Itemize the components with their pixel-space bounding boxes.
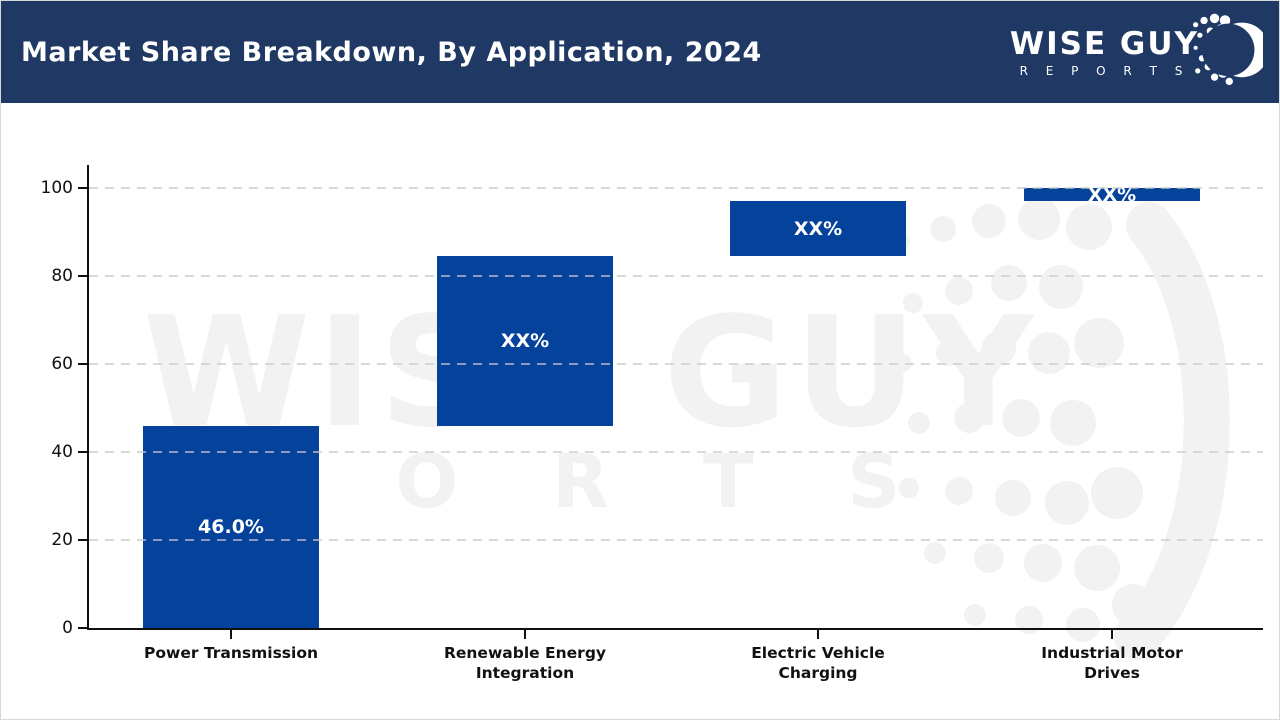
y-tick-label: 40 (51, 442, 73, 462)
gridline (89, 363, 1263, 365)
y-tick-mark (78, 539, 87, 541)
y-axis-line (87, 165, 89, 630)
y-tick-mark (78, 363, 87, 365)
logo-text: WISE GUY R E P O R T S (1010, 26, 1199, 78)
x-category-label: Industrial Motor Drives (1041, 644, 1183, 682)
y-tick-label: 0 (62, 618, 73, 638)
y-tick-mark (78, 187, 87, 189)
logo-subtitle: R E P O R T S (1019, 64, 1190, 78)
y-tick-label: 80 (51, 266, 73, 286)
x-category-label: Electric Vehicle Charging (751, 644, 885, 682)
x-tick-mark (1111, 630, 1113, 639)
gridline (89, 451, 1263, 453)
watermark-dot-face (892, 201, 1230, 660)
y-tick-label: 60 (51, 354, 73, 374)
wise-guy-logo: WISE GUY R E P O R T S (1010, 10, 1279, 94)
header-band: Market Share Breakdown, By Application, … (1, 1, 1279, 103)
x-category-label: Renewable Energy Integration (443, 644, 607, 682)
bar-value-label: XX% (793, 217, 843, 240)
waterfall-bar (143, 425, 319, 628)
y-tick-mark (78, 275, 87, 277)
x-tick-mark (817, 630, 819, 639)
logo-dot-face-icon (1193, 13, 1263, 86)
y-tick-label: 20 (51, 530, 73, 550)
x-category-label: Power Transmission (143, 644, 319, 662)
watermark-text-2: P O R T S (247, 439, 935, 525)
bar-value-label: 46.0% (198, 515, 264, 538)
y-tick-mark (78, 627, 87, 629)
x-tick-mark (524, 630, 526, 639)
gridline (89, 187, 1263, 189)
waterfall-bar (730, 201, 906, 257)
page-title: Market Share Breakdown, By Application, … (21, 36, 762, 68)
logo-wordmark: WISE GUY (1009, 26, 1199, 62)
bar-value-label: XX% (1087, 183, 1137, 206)
gridline (89, 539, 1263, 541)
x-tick-mark (230, 630, 232, 639)
bar-value-label: XX% (500, 329, 550, 352)
y-tick-mark (78, 451, 87, 453)
waterfall-bar (437, 256, 613, 426)
waterfall-bar (1024, 188, 1200, 202)
x-axis-line (87, 628, 1263, 630)
y-tick-label: 100 (40, 178, 73, 198)
gridline (89, 275, 1263, 277)
